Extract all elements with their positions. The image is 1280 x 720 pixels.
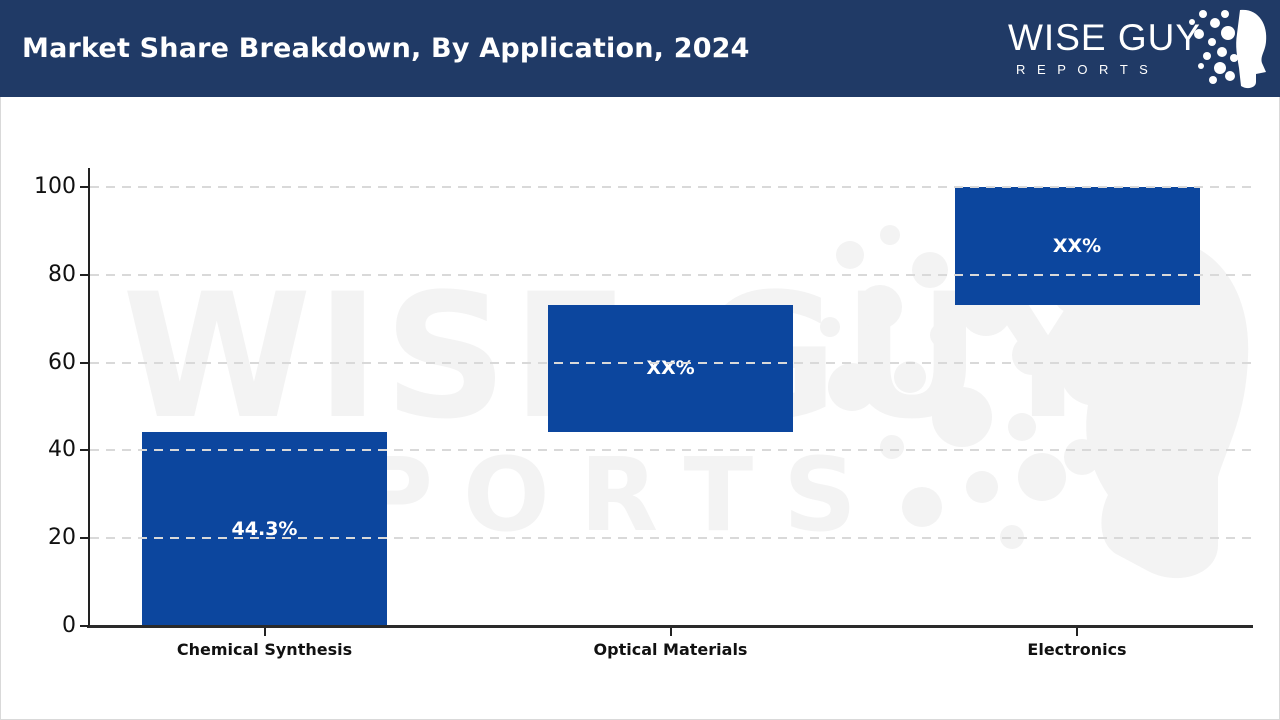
gridline <box>90 361 1253 364</box>
watermark-face-icon <box>820 225 1249 579</box>
wise-guy-reports-logo: WISE GUY R E P O R T S <box>1008 9 1267 89</box>
category-label-electronics: Electronics <box>1027 640 1127 659</box>
bar-electronics: XX% <box>954 187 1200 306</box>
page-title: Market Share Breakdown, By Application, … <box>22 33 750 64</box>
header-bar: Market Share Breakdown, By Application, … <box>0 0 1280 97</box>
logo-face-icon <box>1189 9 1267 89</box>
bar-value-label: XX% <box>646 357 695 380</box>
x-axis-line <box>87 625 1253 628</box>
x-tick-mark <box>1076 628 1078 636</box>
y-tick-mark <box>80 449 89 452</box>
gridline <box>90 449 1253 452</box>
y-tick-mark <box>80 186 89 188</box>
logo-text-line2: R E P O R T S <box>1016 62 1152 77</box>
x-tick-mark <box>669 628 672 636</box>
y-tick-label: 60 <box>48 349 76 375</box>
y-axis-line <box>88 168 90 628</box>
category-label-optical-materials: Optical Materials <box>593 640 748 659</box>
y-tick-label: 100 <box>34 174 76 199</box>
bar-value-label: XX% <box>1052 235 1102 258</box>
y-tick-mark <box>80 625 89 627</box>
bar-chemical-synthesis: 44.3% <box>142 431 387 626</box>
y-tick-mark <box>80 361 89 364</box>
gridline <box>90 537 1253 540</box>
gridline <box>90 186 1253 188</box>
y-tick-label: 40 <box>48 437 76 463</box>
y-tick-label: 20 <box>48 525 76 551</box>
y-tick-label: 80 <box>48 261 76 287</box>
y-tick-mark <box>80 537 89 540</box>
bar-value-label: 44.3% <box>231 517 298 540</box>
gridline <box>90 273 1253 276</box>
logo-text-line1: WISE GUY <box>1008 17 1201 58</box>
y-tick-mark <box>80 273 89 276</box>
x-tick-mark <box>263 628 266 636</box>
y-tick-label: 0 <box>62 613 76 638</box>
category-label-chemical-synthesis: Chemical Synthesis <box>176 640 353 659</box>
bar-optical-materials: XX% <box>548 305 793 432</box>
